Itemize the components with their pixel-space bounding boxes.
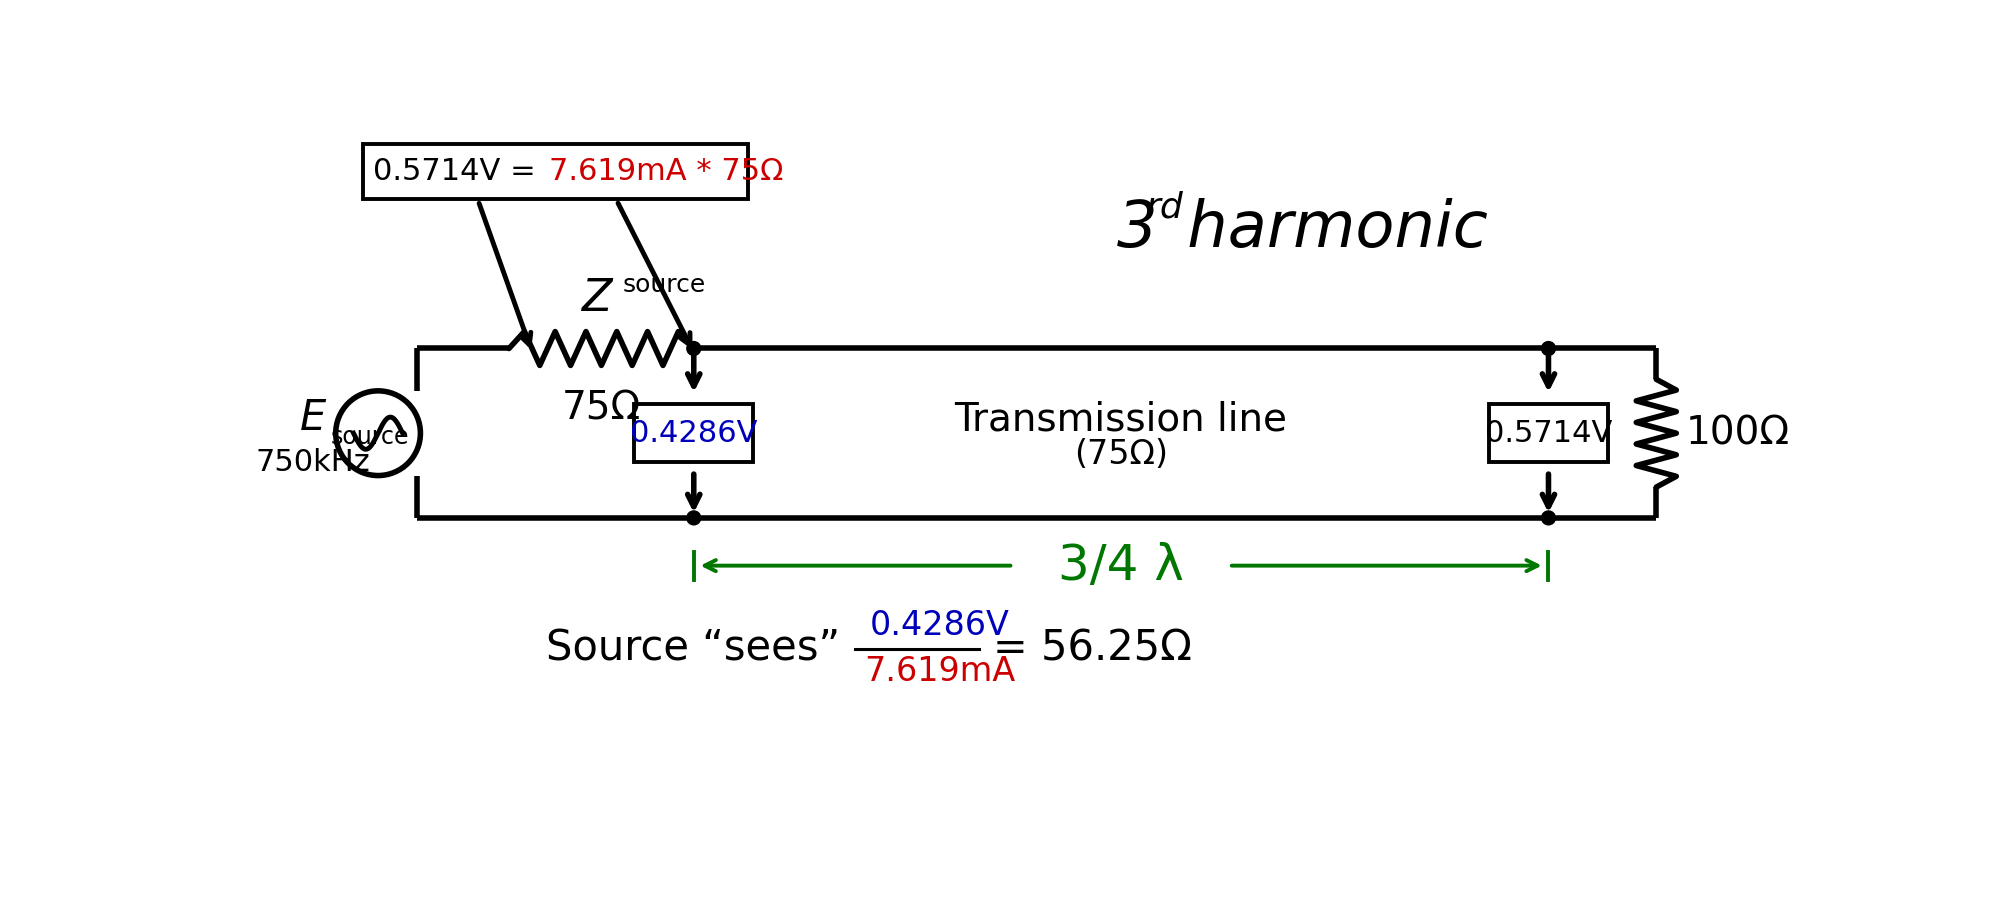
Circle shape [1540,511,1554,525]
Text: 0.5714V =: 0.5714V = [374,156,545,186]
Text: 3/4 λ: 3/4 λ [1057,542,1183,589]
Text: 750kHz: 750kHz [256,448,370,477]
Text: Transmission line: Transmission line [955,401,1287,438]
Text: Source “sees”: Source “sees” [545,628,839,670]
Text: harmonic: harmonic [1167,199,1487,260]
Text: 0.5714V: 0.5714V [1485,419,1610,447]
FancyBboxPatch shape [633,404,753,462]
Text: rd: rd [1145,190,1183,224]
FancyBboxPatch shape [1489,404,1606,462]
Text: 0.4286V: 0.4286V [869,609,1009,642]
Text: 7.619mA: 7.619mA [863,655,1015,688]
Text: = 56.25Ω: = 56.25Ω [993,628,1191,670]
Text: source: source [623,274,705,297]
Text: 3: 3 [1117,199,1157,260]
Circle shape [687,341,701,355]
Text: E: E [300,397,326,439]
Text: 100Ω: 100Ω [1684,414,1788,452]
FancyBboxPatch shape [362,144,747,199]
Circle shape [1540,341,1554,355]
Text: 0.4286V: 0.4286V [629,419,757,447]
Text: 7.619mA * 75Ω: 7.619mA * 75Ω [549,156,783,186]
Text: source: source [330,425,410,449]
Text: 75Ω: 75Ω [561,390,641,427]
Text: (75Ω): (75Ω) [1073,438,1167,471]
Circle shape [687,511,701,525]
Text: Z: Z [581,277,613,320]
